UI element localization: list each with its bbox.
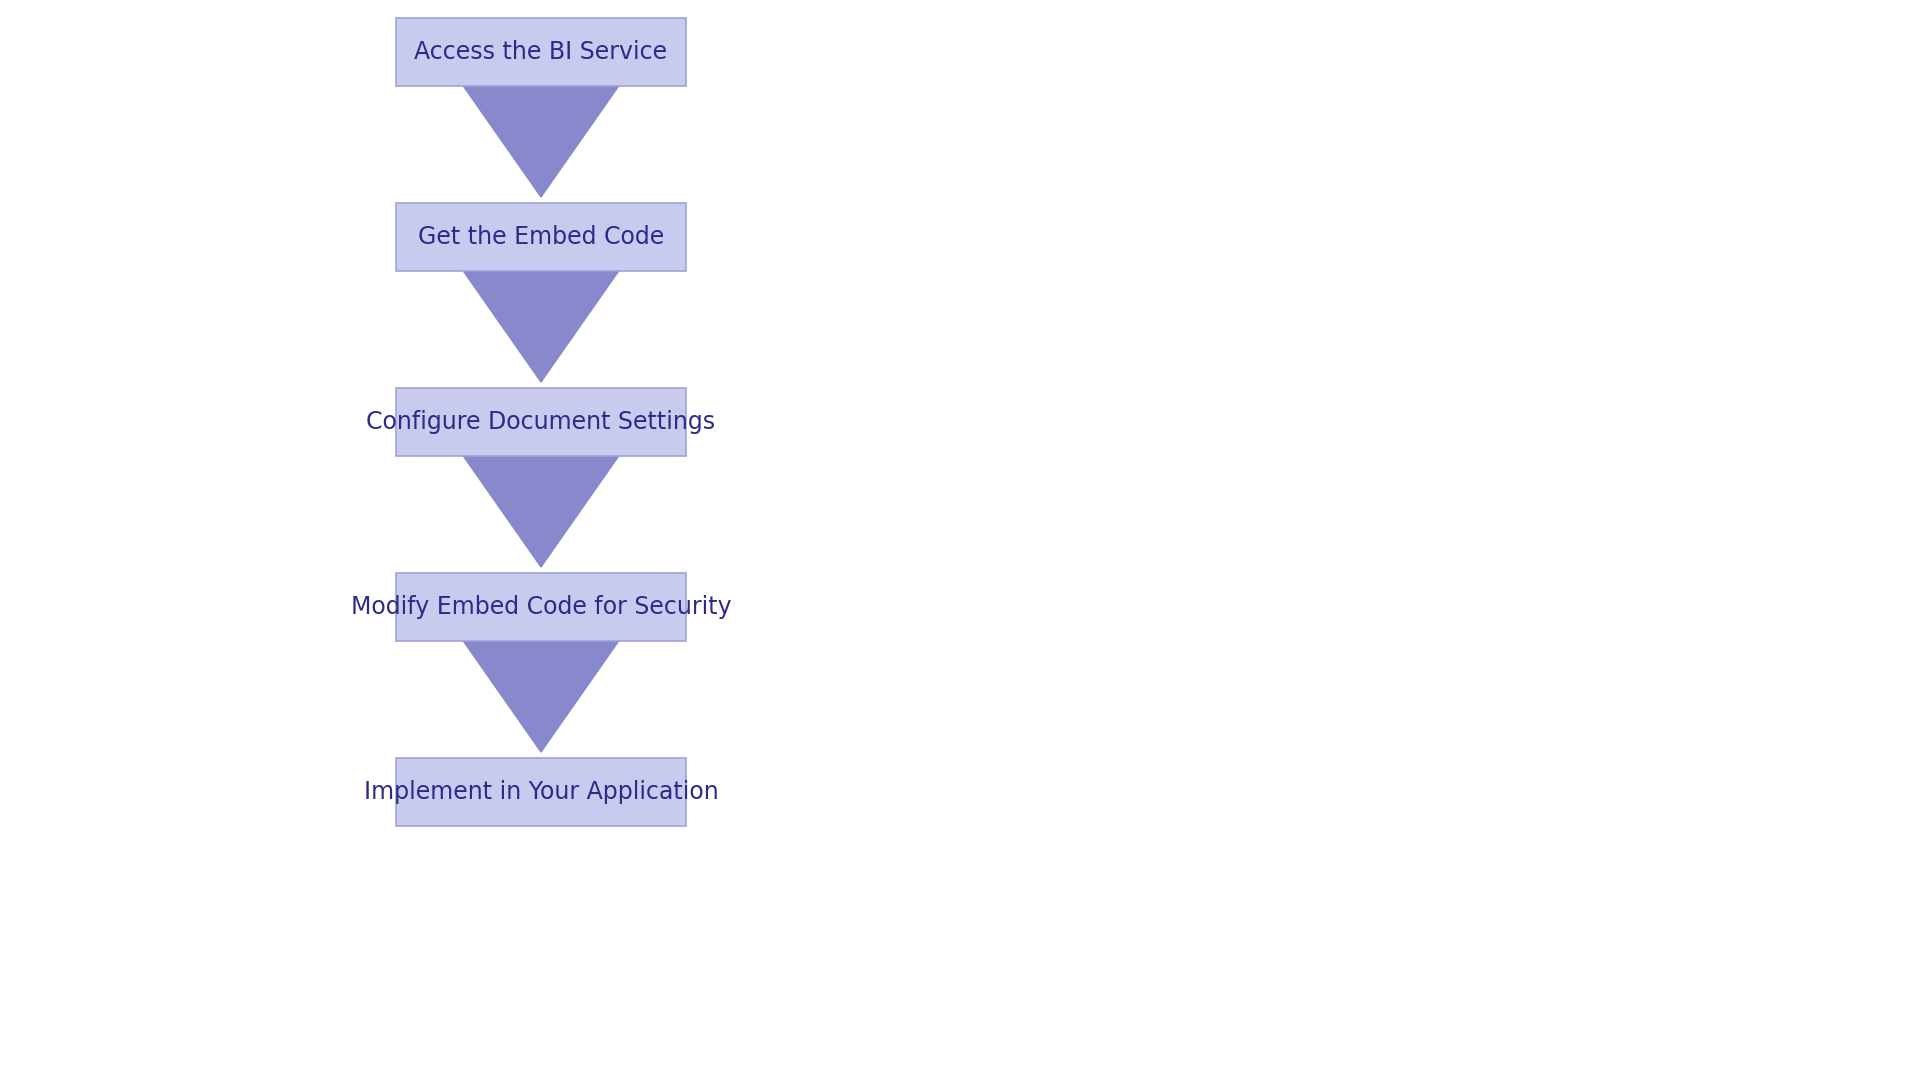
Text: Implement in Your Application: Implement in Your Application — [363, 780, 718, 804]
FancyBboxPatch shape — [396, 18, 685, 86]
FancyBboxPatch shape — [396, 203, 685, 271]
FancyBboxPatch shape — [396, 388, 685, 456]
FancyBboxPatch shape — [396, 573, 685, 641]
Text: Get the Embed Code: Get the Embed Code — [419, 225, 664, 249]
Text: Access the BI Service: Access the BI Service — [415, 40, 668, 64]
FancyBboxPatch shape — [396, 758, 685, 826]
Text: Modify Embed Code for Security: Modify Embed Code for Security — [351, 595, 732, 619]
Text: Configure Document Settings: Configure Document Settings — [367, 410, 716, 434]
